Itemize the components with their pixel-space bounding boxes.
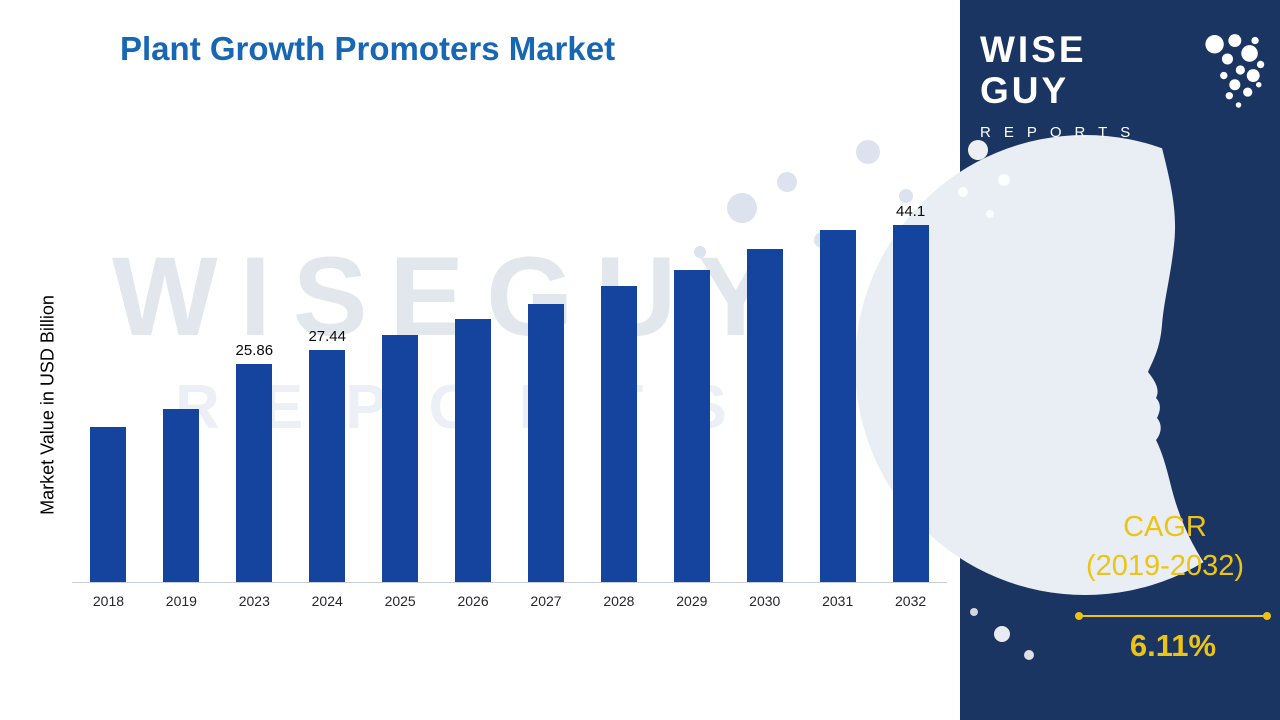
bar [746,249,783,582]
bar-value-label: 44.1 [896,203,926,220]
brand-name: WISE GUY [980,29,1087,111]
bar [90,427,127,582]
decorative-dot [727,193,757,223]
bar-column: 2025 [364,203,437,609]
bar-column: 2030 [728,203,801,609]
watermark-text-wiseguy: WISEGUY [112,234,795,359]
y-axis-label: Market Value in USD Billion [37,295,58,515]
brand-head-icon [1205,34,1265,108]
bar [527,304,564,582]
x-tick-label: 2025 [384,593,416,609]
x-tick-label: 2026 [457,593,489,609]
x-tick-label: 2032 [895,593,927,609]
bar [673,270,710,582]
cagr-range: (2019-2032) [1086,550,1244,583]
x-tick-label: 2031 [822,593,854,609]
decorative-dot [970,608,978,616]
bar-column: 25.86 2023 [218,203,291,609]
x-tick-label: 2019 [165,593,197,609]
x-tick-label: 2027 [530,593,562,609]
cagr-label: CAGR [1123,511,1207,543]
brand-sub: REPORTS [980,124,1144,141]
decorative-dot [986,210,994,218]
decorative-dot [968,140,988,160]
bar-column: 2018 [72,203,145,609]
decorative-dot [856,140,880,164]
cagr-value: 6.11% [1129,628,1217,663]
decorative-dot [777,172,797,192]
bar [382,335,419,582]
decorative-dot [899,189,913,203]
bar-column: 2027 [510,203,583,609]
cagr-block: CAGR (2019-2032) [1055,508,1275,586]
bar-column: 2028 [582,203,655,609]
decorative-dot [994,626,1010,642]
decorative-dot [1024,650,1034,660]
decorative-dot [958,187,968,197]
bar [455,319,492,582]
gold-divider [1075,611,1271,621]
x-tick-label: 2018 [92,593,125,609]
brand-logo: WISE GUY REPORTS [980,29,1270,141]
divider-dot-right [1263,612,1271,620]
bar [309,350,346,582]
bar-column: 2019 [145,203,218,609]
x-tick-label: 2028 [603,593,635,609]
decorative-dot [998,174,1010,186]
bar [600,286,637,582]
bar-column: 44.1 2032 [874,203,947,609]
decorative-dot [694,246,706,258]
bar [819,230,856,582]
bar-column: 2026 [437,203,510,609]
divider-dot-left [1075,612,1083,620]
bar-value-label: 25.86 [235,342,274,359]
bar-column: 2031 [801,203,874,609]
bar [892,225,929,582]
plot-area: 2018 2019 25.86 2023 27.44 2024 2025 2026 2027 20… [72,203,947,609]
bar [236,364,273,582]
x-tick-label: 2023 [238,593,270,609]
bar-column: 2029 [655,203,728,609]
x-tick-label: 2024 [311,593,343,609]
face-profile-silhouette [1148,140,1280,600]
bar-value-label: 27.44 [308,328,346,345]
page-title: Plant Growth Promoters Market [120,30,616,67]
x-tick-label: 2030 [749,593,781,609]
divider-line [1080,615,1266,617]
bar [163,409,200,582]
x-tick-label: 2029 [676,593,708,609]
bar-column: 27.44 2024 [291,203,364,609]
